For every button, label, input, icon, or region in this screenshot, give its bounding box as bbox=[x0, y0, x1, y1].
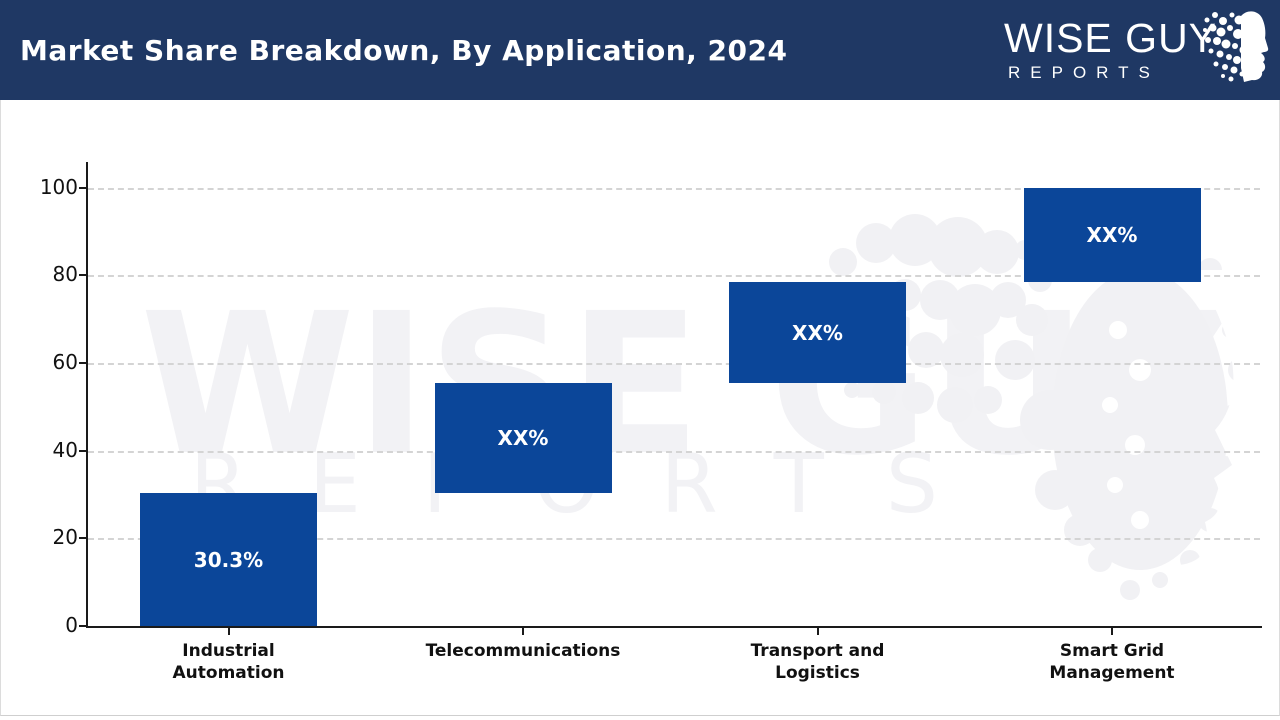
y-tick-mark-0 bbox=[79, 625, 87, 627]
x-tick-mark-transport-and-logistics bbox=[816, 628, 819, 635]
x-tick-mark-telecommunications bbox=[522, 628, 524, 635]
logo-primary-text: WISE GUY bbox=[1004, 15, 1217, 61]
bar-value-label: XX% bbox=[497, 426, 549, 451]
x-tick-mark-industrial-automation bbox=[227, 628, 230, 635]
x-tick-label-industrial-automation: Industrial Automation bbox=[172, 641, 285, 683]
y-tick-label-0: 0 bbox=[65, 613, 78, 637]
y-tick-label-60: 60 bbox=[52, 350, 78, 375]
bar-value-label: XX% bbox=[792, 320, 843, 345]
y-tick-mark-40 bbox=[79, 449, 87, 452]
y-tick-label-20: 20 bbox=[52, 525, 78, 550]
bar-industrial-automation: 30.3% bbox=[140, 493, 317, 626]
bar-telecommunications: XX% bbox=[434, 383, 612, 494]
gridline-100 bbox=[88, 187, 1260, 190]
gridline-80 bbox=[88, 275, 1260, 278]
x-axis-line bbox=[86, 626, 1262, 628]
bar-smart-grid-management: XX% bbox=[1023, 187, 1201, 283]
gridline-60 bbox=[88, 363, 1260, 366]
y-tick-label-80: 80 bbox=[52, 262, 78, 287]
y-tick-mark-20 bbox=[79, 537, 87, 540]
bar-transport-and-logistics: XX% bbox=[729, 282, 906, 384]
y-tick-mark-60 bbox=[79, 362, 87, 365]
wise-guy-reports-logo: WISE GUY REPORTS bbox=[1004, 11, 1269, 82]
gridline-20 bbox=[88, 538, 1260, 541]
x-tick-mark-smart-grid-management bbox=[1111, 628, 1113, 635]
y-tick-label-100: 100 bbox=[39, 174, 78, 199]
bar-value-label: 30.3% bbox=[193, 547, 264, 572]
y-tick-mark-80 bbox=[79, 274, 87, 277]
x-tick-label-smart-grid-management: Smart Grid Management bbox=[1049, 641, 1175, 683]
y-tick-mark-100 bbox=[79, 186, 87, 189]
logo-secondary-text: REPORTS bbox=[1008, 63, 1160, 82]
x-tick-label-transport-and-logistics: Transport and Logistics bbox=[750, 641, 885, 683]
gridline-40 bbox=[88, 450, 1260, 453]
header-bar: Market Share Breakdown, By Application, … bbox=[0, 0, 1280, 100]
page-title: Market Share Breakdown, By Application, … bbox=[20, 33, 788, 67]
y-tick-label-40: 40 bbox=[52, 437, 78, 462]
y-axis-line bbox=[86, 162, 88, 627]
x-tick-label-telecommunications: Telecommunications bbox=[425, 641, 621, 661]
bar-value-label: XX% bbox=[1086, 223, 1138, 248]
logo-dotted-face-icon bbox=[1203, 11, 1269, 82]
